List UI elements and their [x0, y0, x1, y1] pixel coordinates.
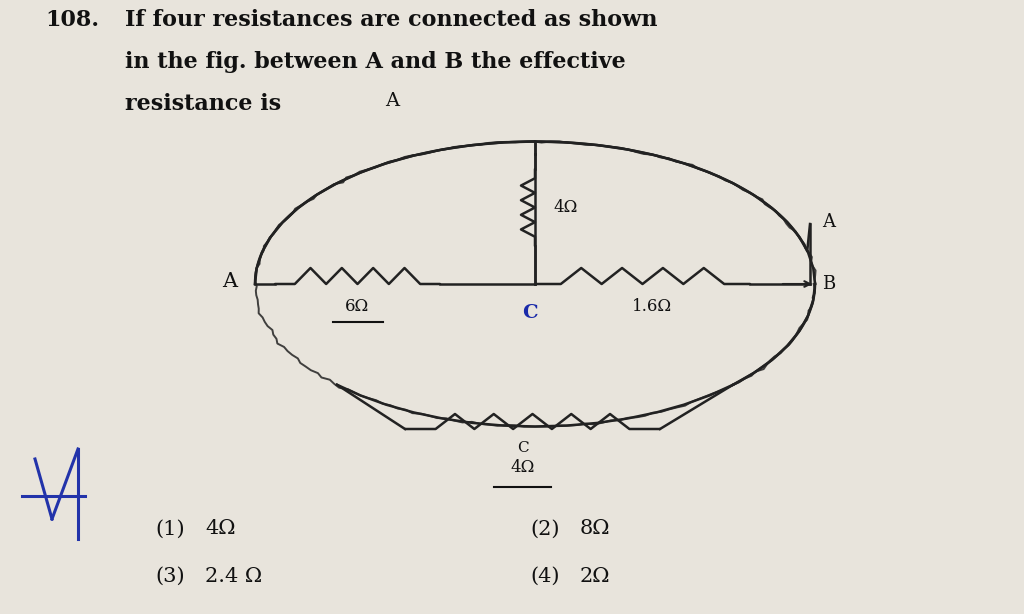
- Text: C: C: [522, 304, 538, 322]
- Text: in the fig. between A and B the effective: in the fig. between A and B the effectiv…: [125, 51, 626, 73]
- Text: 8Ω: 8Ω: [580, 519, 610, 538]
- Text: A: A: [822, 213, 835, 231]
- Text: 2.4 Ω: 2.4 Ω: [205, 567, 262, 586]
- Text: 4Ω: 4Ω: [510, 459, 535, 476]
- Text: A: A: [385, 92, 399, 110]
- Text: (2): (2): [530, 519, 559, 538]
- Text: 4Ω: 4Ω: [553, 199, 578, 216]
- Text: A: A: [222, 271, 237, 290]
- Text: 1.6Ω: 1.6Ω: [633, 298, 673, 315]
- Text: B: B: [822, 275, 836, 293]
- Text: (3): (3): [155, 567, 184, 586]
- Text: resistance is: resistance is: [125, 93, 282, 115]
- Text: 2Ω: 2Ω: [580, 567, 610, 586]
- Text: 108.: 108.: [45, 9, 99, 31]
- Text: (1): (1): [155, 519, 184, 538]
- Text: C: C: [517, 441, 528, 455]
- Text: (4): (4): [530, 567, 559, 586]
- Text: If four resistances are connected as shown: If four resistances are connected as sho…: [125, 9, 657, 31]
- Text: 4Ω: 4Ω: [205, 519, 236, 538]
- Text: 6Ω: 6Ω: [345, 298, 370, 315]
